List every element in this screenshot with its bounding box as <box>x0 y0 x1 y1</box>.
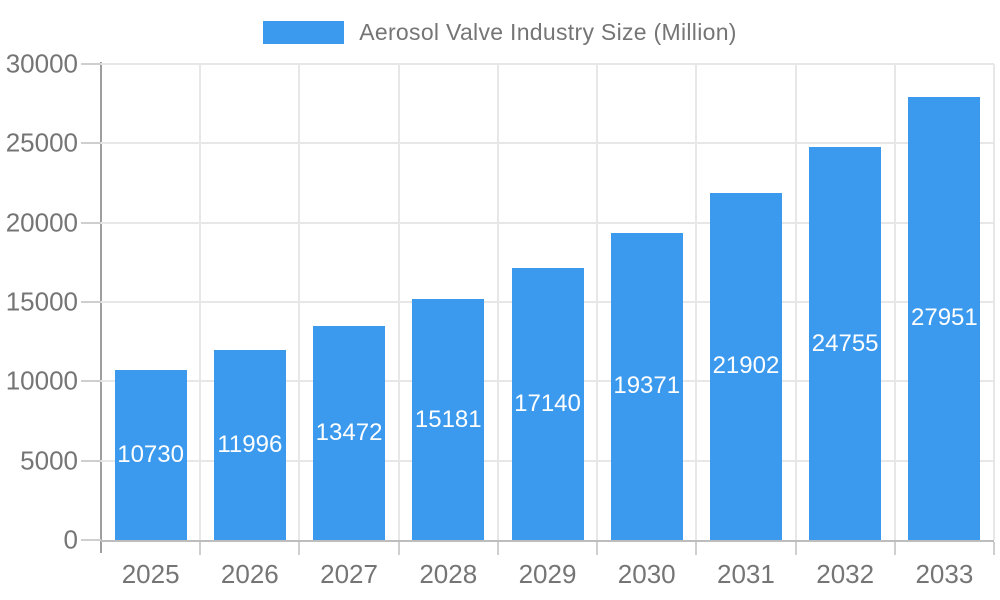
bar[interactable]: 13472 <box>313 326 386 540</box>
x-axis-label: 2031 <box>717 559 775 589</box>
x-tick <box>695 542 698 555</box>
y-tick <box>81 380 101 383</box>
bar-value-label: 19371 <box>613 372 681 400</box>
x-tick <box>298 542 301 555</box>
bar[interactable]: 15181 <box>412 299 485 540</box>
gridline-v <box>596 64 599 540</box>
bar-value-label: 17140 <box>514 390 581 418</box>
bar[interactable]: 11996 <box>213 349 286 540</box>
bar-value-label: 24755 <box>811 329 879 357</box>
x-tick <box>993 542 995 555</box>
y-tick <box>81 63 101 65</box>
x-axis-label: 2032 <box>816 559 875 589</box>
bar[interactable]: 17140 <box>511 268 584 540</box>
gridline-v <box>199 64 202 540</box>
x-axis-label: 2027 <box>320 559 378 589</box>
x-axis-label: 2028 <box>419 559 478 589</box>
gridline-h <box>101 142 994 145</box>
y-tick <box>81 221 101 224</box>
y-axis-line <box>100 62 102 553</box>
gridline-v <box>496 64 499 540</box>
bar-value-label: 27951 <box>911 304 978 332</box>
x-tick <box>893 542 896 555</box>
y-axis-label: 20000 <box>5 207 78 238</box>
gridline-h <box>101 221 994 224</box>
x-axis-label: 2026 <box>220 559 279 589</box>
y-axis-label: 10000 <box>5 365 78 396</box>
bar-value-label: 21902 <box>712 352 780 380</box>
y-axis-label: 0 <box>63 524 78 555</box>
bar[interactable]: 24755 <box>809 147 882 540</box>
bar-value-label: 11996 <box>217 430 283 458</box>
bar-value-label: 10730 <box>117 440 184 468</box>
gridline-v <box>893 64 896 540</box>
bar[interactable]: 27951 <box>908 96 981 540</box>
legend[interactable]: Aerosol Valve Industry Size (Million) <box>0 16 1000 48</box>
x-tick <box>596 542 599 555</box>
legend-swatch <box>263 20 345 44</box>
y-tick <box>81 539 101 541</box>
x-tick <box>199 542 202 555</box>
x-tick <box>794 542 797 555</box>
x-tick <box>397 542 400 555</box>
gridline-v <box>794 64 797 540</box>
bar[interactable]: 19371 <box>610 232 683 540</box>
bar[interactable]: 21902 <box>709 192 782 540</box>
bar-value-label: 15181 <box>414 405 482 433</box>
gridline-v <box>397 64 400 540</box>
plot-area: 10730 11996 13472 15181 17140 19371 21902 24755… <box>101 63 995 542</box>
x-tick <box>496 542 499 555</box>
y-axis-label: 15000 <box>5 286 78 317</box>
x-axis-label: 2029 <box>518 559 577 589</box>
x-axis-label: 2030 <box>617 559 676 589</box>
x-axis-label: 2025 <box>121 559 180 589</box>
y-axis-label: 30000 <box>5 48 78 79</box>
gridline-v <box>298 64 301 540</box>
gridline-h <box>101 63 994 65</box>
y-axis-label: 25000 <box>5 127 78 158</box>
y-tick <box>81 142 101 145</box>
y-tick <box>81 301 101 303</box>
gridline-v <box>695 64 698 540</box>
x-axis-label: 2033 <box>915 559 974 589</box>
legend-label: Aerosol Valve Industry Size (Million) <box>359 18 737 45</box>
gridline-v <box>993 64 995 540</box>
y-tick <box>81 459 101 462</box>
bar-value-label: 13472 <box>315 419 383 447</box>
bar[interactable]: 10730 <box>114 369 187 540</box>
y-axis-label: 5000 <box>20 445 78 476</box>
